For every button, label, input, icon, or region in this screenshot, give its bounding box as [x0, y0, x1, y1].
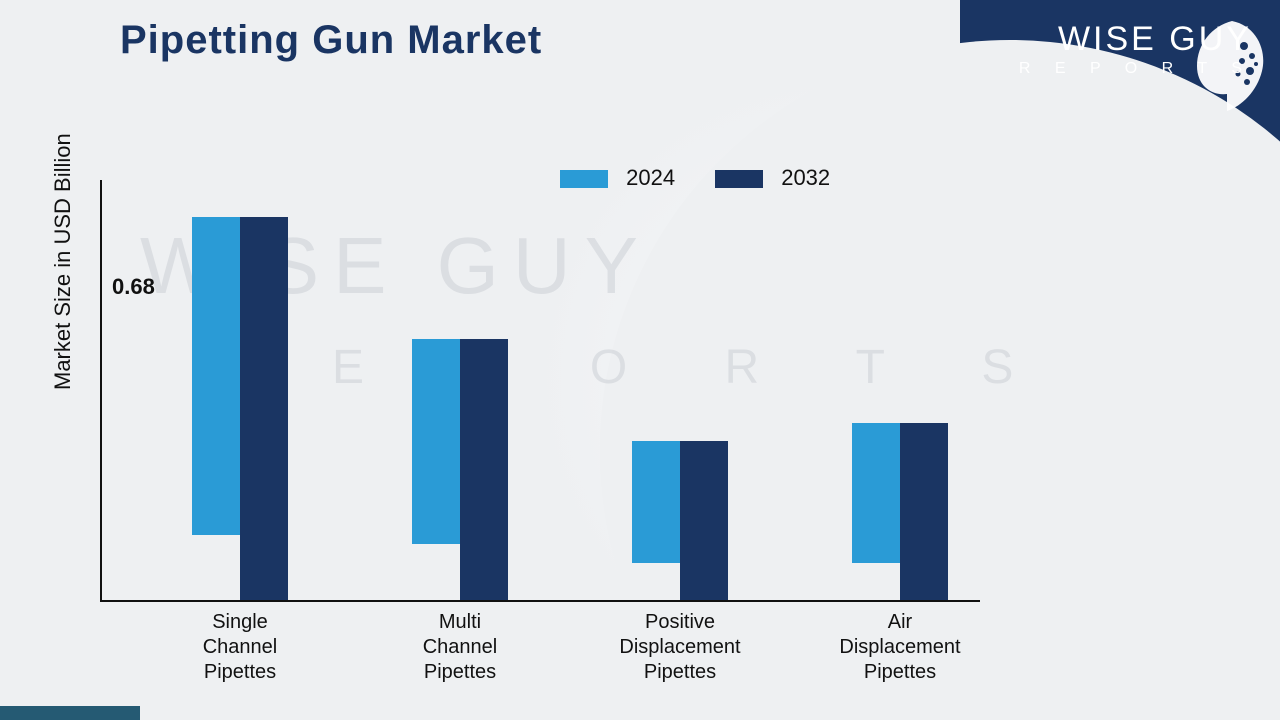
bar-group-0 [160, 217, 320, 600]
brand-line2: R E P O R T S [1019, 60, 1252, 78]
bar-group-3 [820, 423, 980, 600]
bar-0-2024 [192, 217, 240, 534]
page: WISE GUY R E P O R T S Pipetting Gun Mar… [0, 0, 1280, 720]
brand-logo: WISE GUY R E P O R T S [1019, 22, 1252, 78]
x-label-3: AirDisplacementPipettes [820, 610, 980, 685]
bottom-accent-bar [0, 706, 140, 720]
brand-line1: WISE GUY [1019, 22, 1252, 56]
chart-area: Market Size in USD Billion 0.68 SingleCh… [100, 180, 980, 600]
bar-group-1 [380, 339, 540, 600]
bar-3-2032 [900, 423, 948, 600]
bar-1-2024 [412, 339, 460, 544]
bar-1-2032 [460, 339, 508, 600]
bar-2-2032 [680, 441, 728, 600]
page-title: Pipetting Gun Market [120, 18, 542, 63]
bar-3-2024 [852, 423, 900, 563]
y-axis-label: Market Size in USD Billion [50, 133, 76, 390]
bar-group-2 [600, 441, 760, 600]
x-axis [100, 600, 980, 602]
x-label-1: MultiChannelPipettes [380, 610, 540, 685]
bar-groups [100, 180, 980, 600]
x-label-2: PositiveDisplacementPipettes [600, 610, 760, 685]
bar-0-2032 [240, 217, 288, 600]
bar-2-2024 [632, 441, 680, 562]
x-label-0: SingleChannelPipettes [160, 610, 320, 685]
